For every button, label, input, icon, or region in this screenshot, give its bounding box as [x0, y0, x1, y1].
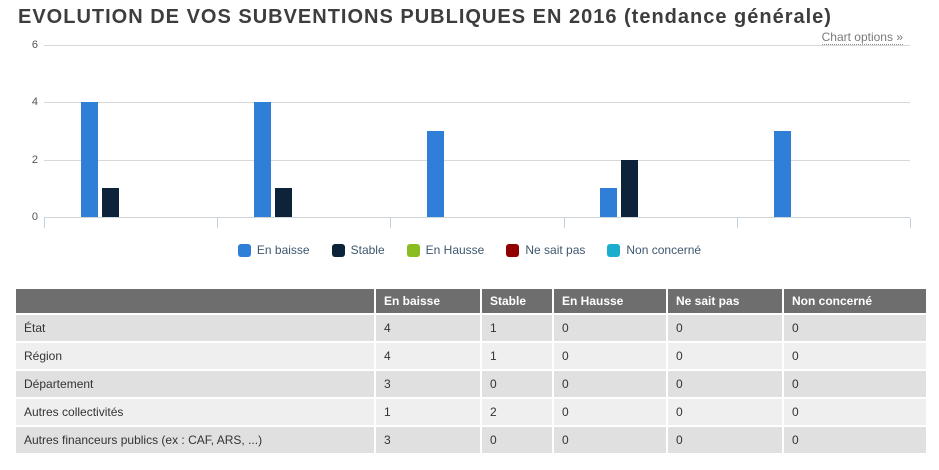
cell-value: 0	[784, 371, 926, 397]
x-axis-tick	[217, 218, 218, 228]
cell-value: 0	[668, 343, 782, 369]
legend-label: En Hausse	[425, 243, 485, 257]
cell-value: 0	[554, 343, 666, 369]
cell-value: 1	[482, 343, 552, 369]
table-header-cell: Stable	[482, 289, 552, 313]
legend-item[interactable]: Stable	[331, 243, 385, 257]
cell-value: 0	[482, 371, 552, 397]
chart-bar[interactable]	[81, 102, 98, 217]
cell-value: 0	[482, 427, 552, 453]
x-axis-tick	[737, 218, 738, 228]
chart-bar[interactable]	[774, 131, 791, 217]
table-header-cell: Ne sait pas	[668, 289, 782, 313]
y-axis-tick-label: 6	[31, 39, 38, 51]
table-row: État 4 1 0 0 0	[16, 315, 926, 341]
legend-label: Non concerné	[626, 243, 702, 257]
cell-value: 0	[784, 343, 926, 369]
gridline	[44, 102, 910, 103]
gridline	[44, 160, 910, 161]
y-axis-tick-label: 4	[31, 96, 38, 108]
chart-options-link[interactable]: Chart options »	[821, 30, 903, 45]
legend-label: Ne sait pas	[525, 243, 586, 257]
cell-value: 0	[554, 399, 666, 425]
cell-value: 0	[668, 371, 782, 397]
legend-item[interactable]: Non concerné	[607, 243, 701, 257]
legend-swatch	[506, 243, 520, 257]
table-row: Région 4 1 0 0 0	[16, 343, 926, 369]
row-label: Département	[16, 371, 374, 397]
row-label: Région	[16, 343, 374, 369]
table-header-cell: En baisse	[376, 289, 480, 313]
legend-item[interactable]: En baisse	[237, 243, 310, 257]
bar-chart: 0 2 4 6	[31, 39, 911, 228]
chart-bar[interactable]	[275, 188, 292, 217]
legend-item[interactable]: En Hausse	[406, 243, 485, 257]
cell-value: 0	[668, 315, 782, 341]
x-axis-line	[44, 217, 910, 218]
cell-value: 2	[482, 399, 552, 425]
x-axis-tick	[44, 218, 45, 228]
cell-value: 0	[784, 399, 926, 425]
table-header-cell: Non concerné	[784, 289, 926, 313]
chart-bar[interactable]	[102, 188, 119, 217]
legend-swatch	[607, 243, 621, 257]
chart-bar[interactable]	[254, 102, 271, 217]
x-axis-tick	[564, 218, 565, 228]
legend-label: En baisse	[256, 243, 310, 257]
legend-label: Stable	[350, 243, 385, 257]
cell-value: 0	[668, 427, 782, 453]
row-label: État	[16, 315, 374, 341]
table-row: Autres financeurs publics (ex : CAF, ARS…	[16, 427, 926, 453]
legend-swatch	[331, 243, 345, 257]
legend-swatch	[237, 243, 251, 257]
table-row: Autres collectivités 1 2 0 0 0	[16, 399, 926, 425]
x-axis-tick	[390, 218, 391, 228]
cell-value: 4	[376, 343, 480, 369]
chart-bar[interactable]	[427, 131, 444, 217]
chart-legend: En baisse Stable En Hausse Ne sait pas Non c…	[0, 243, 939, 257]
legend-item[interactable]: Ne sait pas	[506, 243, 585, 257]
legend-swatch	[406, 243, 420, 257]
chart-bar[interactable]	[621, 160, 638, 217]
row-label: Autres financeurs publics (ex : CAF, ARS…	[16, 427, 374, 453]
chart-bar[interactable]	[600, 188, 617, 217]
data-table: En baisse Stable En Hausse Ne sait pas Non c…	[14, 287, 928, 455]
table-header-row: En baisse Stable En Hausse Ne sait pas Non c…	[16, 289, 926, 313]
cell-value: 1	[482, 315, 552, 341]
gridline	[44, 45, 910, 46]
cell-value: 1	[376, 399, 480, 425]
x-axis-tick	[910, 218, 911, 228]
cell-value: 0	[784, 315, 926, 341]
y-axis-tick-label: 2	[31, 154, 38, 166]
row-label: Autres collectivités	[16, 399, 374, 425]
cell-value: 0	[554, 427, 666, 453]
cell-value: 3	[376, 371, 480, 397]
cell-value: 0	[784, 427, 926, 453]
table-row: Département 3 0 0 0 0	[16, 371, 926, 397]
cell-value: 0	[668, 399, 782, 425]
cell-value: 4	[376, 315, 480, 341]
table-header-cell	[16, 289, 374, 313]
table-header-cell: En Hausse	[554, 289, 666, 313]
y-axis-tick-label: 0	[31, 211, 38, 223]
cell-value: 3	[376, 427, 480, 453]
cell-value: 0	[554, 371, 666, 397]
cell-value: 0	[554, 315, 666, 341]
page-title: EVOLUTION DE VOS SUBVENTIONS PUBLIQUES E…	[18, 6, 832, 28]
